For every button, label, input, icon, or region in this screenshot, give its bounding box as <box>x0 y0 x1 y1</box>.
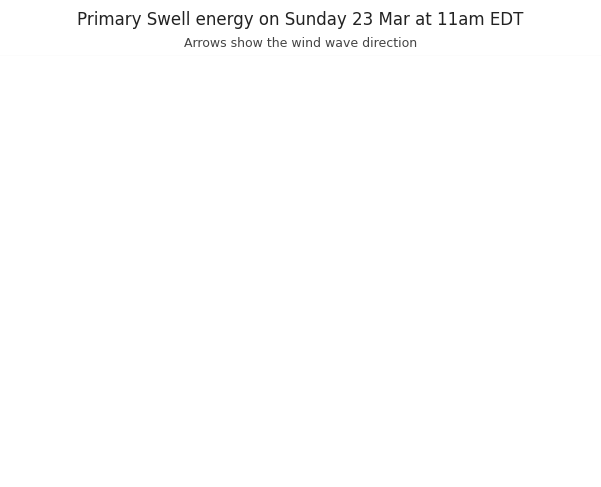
Text: Primary Swell energy on Sunday 23 Mar at 11am EDT: Primary Swell energy on Sunday 23 Mar at… <box>78 11 523 29</box>
Text: Error: No module named 'cartopy': Error: No module named 'cartopy' <box>206 266 395 277</box>
Text: Arrows show the wind wave direction: Arrows show the wind wave direction <box>184 37 417 50</box>
